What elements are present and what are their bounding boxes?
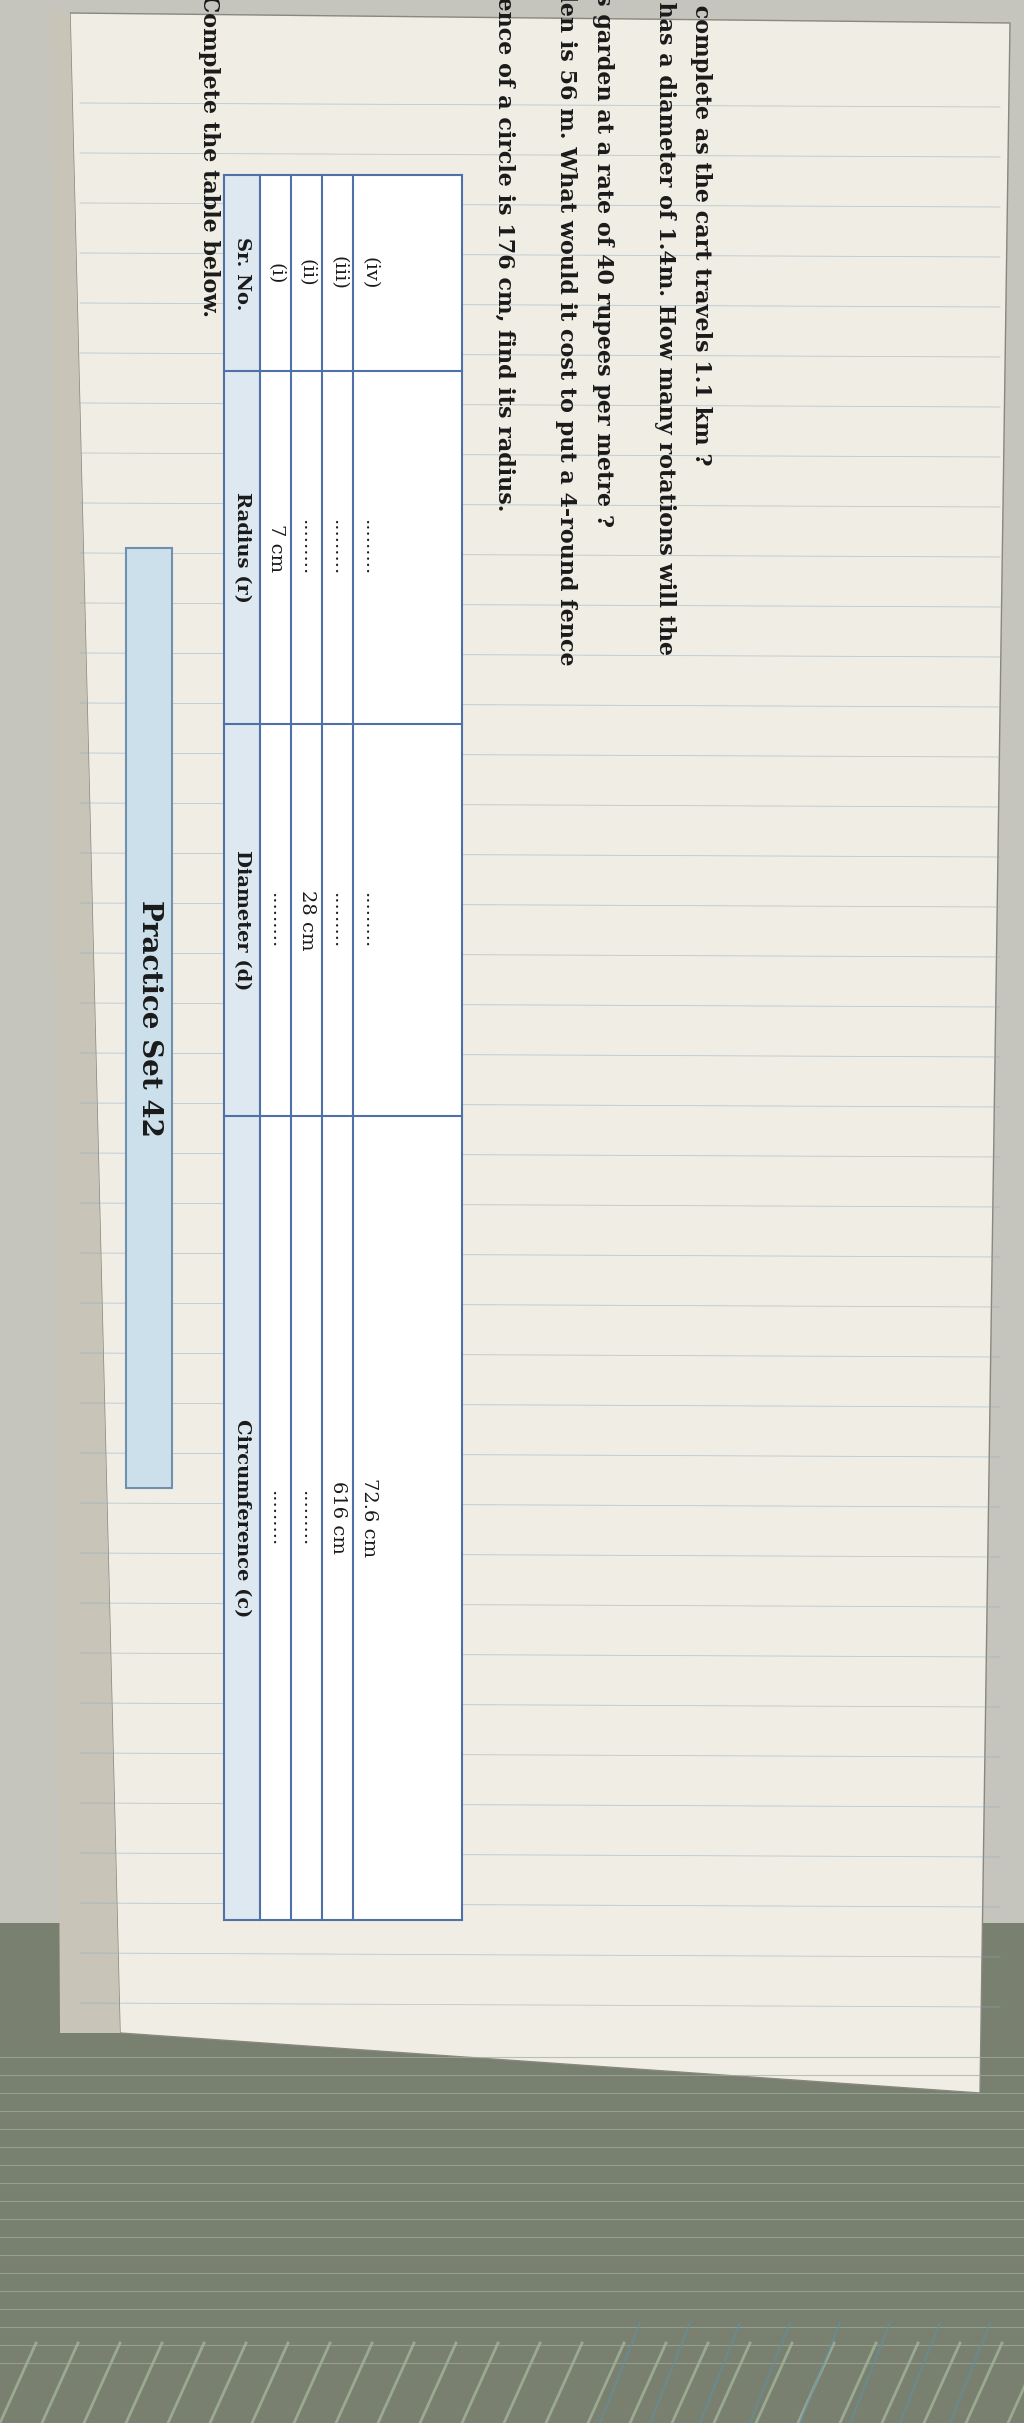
Text: .........: ......... (360, 892, 378, 947)
Text: 1.  Complete the table below.: 1. Complete the table below. (199, 0, 220, 317)
Text: Diameter (d): Diameter (d) (233, 850, 251, 991)
Text: (ii): (ii) (298, 259, 315, 286)
Text: wheel complete as the cart travels 1.1 km ?: wheel complete as the cart travels 1.1 k… (690, 0, 712, 465)
Text: Sr. No.: Sr. No. (233, 237, 251, 310)
Polygon shape (126, 548, 172, 1488)
Text: 616 cm: 616 cm (329, 1480, 347, 1553)
Text: .........: ......... (329, 519, 347, 577)
Text: 28 cm: 28 cm (298, 889, 315, 950)
Text: Radius (r): Radius (r) (233, 492, 251, 603)
Polygon shape (224, 174, 462, 1919)
Text: 7 cm: 7 cm (267, 523, 285, 572)
Text: .........: ......... (298, 1490, 315, 1546)
Text: .........: ......... (267, 892, 285, 947)
Polygon shape (50, 12, 120, 2033)
Text: .........: ......... (267, 1490, 285, 1546)
Text: 2.  If the circumference of a circle is 176 cm, find its radius.: 2. If the circumference of a circle is 1… (494, 0, 515, 511)
Polygon shape (0, 1924, 1024, 2423)
Text: .........: ......... (298, 519, 315, 577)
Text: Practice Set 42: Practice Set 42 (135, 899, 163, 1136)
Text: 3.  The radius of a circular garden is 56 m. What would it cost to put a 4-round: 3. The radius of a circular garden is 56… (555, 0, 578, 666)
Text: 72.6 cm: 72.6 cm (360, 1478, 378, 1558)
Polygon shape (224, 174, 260, 1919)
Text: .........: ......... (360, 519, 378, 577)
Text: (iii): (iii) (329, 257, 347, 291)
Polygon shape (0, 0, 1024, 1924)
Text: 4.  The wheel of a bullock cart has a diameter of 1.4m. How many rotations will : 4. The wheel of a bullock cart has a dia… (653, 0, 676, 654)
Text: (i): (i) (267, 262, 285, 283)
Text: around this garden at a rate of 40 rupees per metre ?: around this garden at a rate of 40 rupee… (592, 0, 613, 528)
Polygon shape (70, 12, 1010, 2093)
Text: Circumference (c): Circumference (c) (233, 1417, 251, 1616)
Text: (iv): (iv) (360, 257, 378, 288)
Text: .........: ......... (329, 892, 347, 947)
